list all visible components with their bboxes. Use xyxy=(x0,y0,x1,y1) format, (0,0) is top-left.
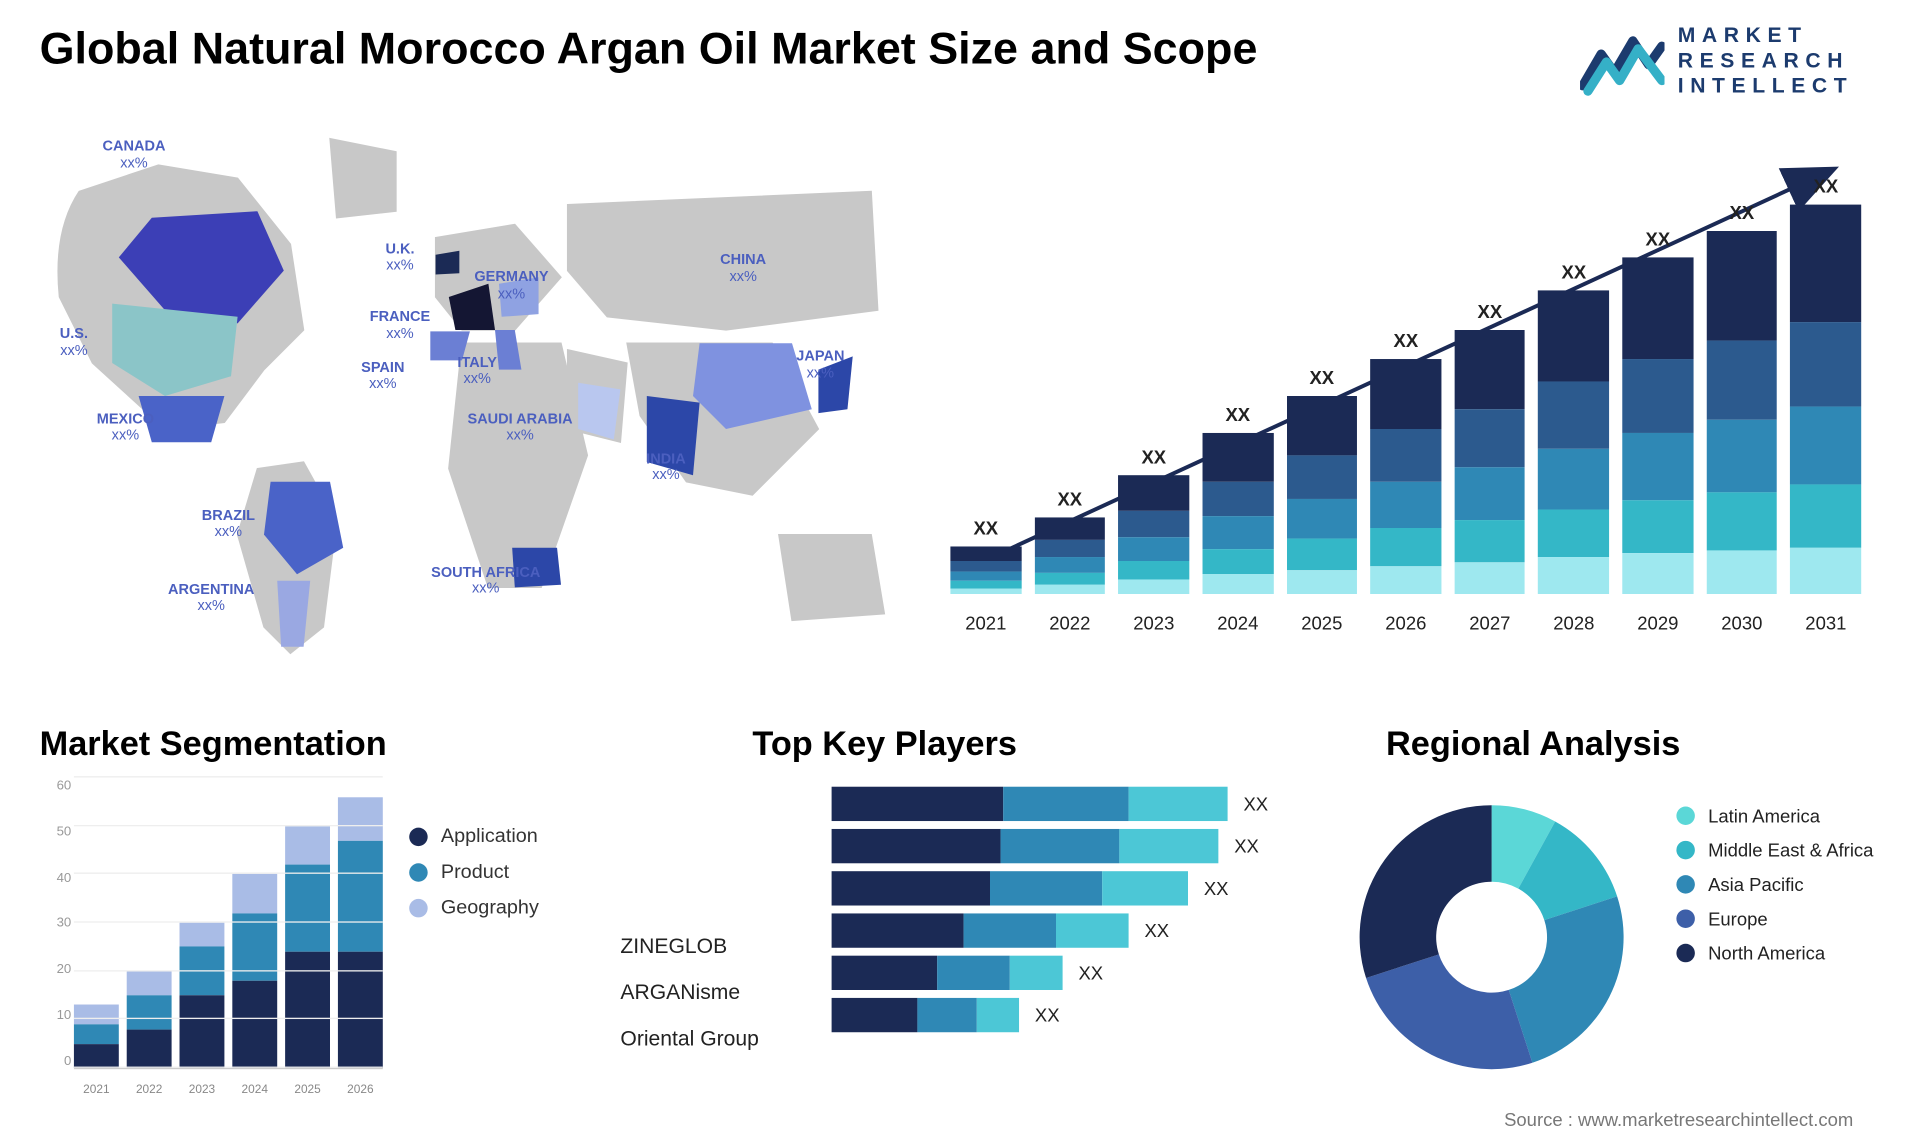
key-player-name: Oriental Group xyxy=(620,1017,759,1063)
map-country-label: MEXICOxx% xyxy=(97,411,154,444)
segmentation-legend-item: Application xyxy=(409,825,539,847)
logo-mark-icon xyxy=(1580,27,1664,96)
key-player-bar: XX xyxy=(832,829,1307,863)
regional-legend-item: Middle East & Africa xyxy=(1676,840,1873,861)
growth-bars: XXXXXXXXXXXXXXXXXXXXXX xyxy=(950,185,1861,594)
growth-bar: XX xyxy=(1790,205,1861,594)
segmentation-y-axis: 6050403020100 xyxy=(40,779,72,1069)
map-country-label: JAPANxx% xyxy=(796,349,844,382)
growth-year-label: 2031 xyxy=(1790,612,1861,633)
map-country-label: SAUDI ARABIAxx% xyxy=(468,411,573,444)
growth-year-label: 2023 xyxy=(1118,612,1189,633)
donut-slice xyxy=(1366,954,1532,1069)
growth-bar: XX xyxy=(1202,433,1273,594)
growth-bar: XX xyxy=(1454,330,1525,594)
segmentation-x-axis: 202120222023202420252026 xyxy=(74,1082,383,1095)
growth-year-label: 2025 xyxy=(1286,612,1357,633)
map-country-label: U.S.xx% xyxy=(60,326,88,359)
key-players-names: ZINEGLOBARGANismeOriental Group xyxy=(620,924,759,1063)
map-country-label: INDIAxx% xyxy=(646,451,686,484)
segmentation-legend: Application Product Geography xyxy=(409,812,539,932)
growth-year-label: 2021 xyxy=(950,612,1021,633)
key-player-name: ZINEGLOB xyxy=(620,924,759,970)
donut-slice xyxy=(1360,805,1492,978)
map-country-label: BRAZILxx% xyxy=(202,508,255,541)
map-country-label: SPAINxx% xyxy=(361,360,404,393)
growth-bar: XX xyxy=(1370,359,1441,594)
regional-legend-item: North America xyxy=(1676,942,1873,963)
segmentation-bar xyxy=(74,1005,119,1068)
growth-year-label: 2022 xyxy=(1034,612,1105,633)
segmentation-heading: Market Segmentation xyxy=(40,723,387,764)
regional-legend-item: Asia Pacific xyxy=(1676,874,1873,895)
source-caption: Source : www.marketresearchintellect.com xyxy=(1504,1109,1853,1130)
regional-legend-item: Latin America xyxy=(1676,805,1873,826)
map-country-label: ARGENTINAxx% xyxy=(168,581,254,614)
segmentation-bars xyxy=(74,779,383,1069)
regional-heading: Regional Analysis xyxy=(1386,723,1680,764)
segmentation-bar xyxy=(338,797,383,1068)
regional-legend-item: Europe xyxy=(1676,908,1873,929)
growth-bar: XX xyxy=(1538,290,1609,594)
growth-bar: XX xyxy=(1286,396,1357,594)
growth-bar: XX xyxy=(1622,257,1693,594)
growth-bar: XX xyxy=(1706,231,1777,594)
map-country-label: CANADAxx% xyxy=(103,139,166,172)
donut-icon xyxy=(1333,779,1650,1096)
logo-text: MARKET RESEARCH INTELLECT xyxy=(1678,24,1854,100)
key-player-name: ARGANisme xyxy=(620,970,759,1016)
map-country-label: FRANCExx% xyxy=(370,309,431,342)
segmentation-bar xyxy=(285,826,330,1068)
growth-bar: XX xyxy=(1034,517,1105,594)
key-player-bar: XX xyxy=(832,787,1307,821)
donut-slice xyxy=(1509,896,1624,1062)
map-country-label: SOUTH AFRICAxx% xyxy=(431,564,540,597)
segmentation-chart: 6050403020100 202120222023202420252026 xyxy=(40,779,383,1096)
map-country-label: ITALYxx% xyxy=(457,354,497,387)
segmentation-legend-item: Product xyxy=(409,861,539,883)
growth-year-label: 2030 xyxy=(1706,612,1777,633)
segmentation-bar xyxy=(180,923,225,1068)
growth-year-label: 2026 xyxy=(1370,612,1441,633)
key-player-bar: XX xyxy=(832,998,1307,1032)
growth-bar: XX xyxy=(950,546,1021,594)
regional-donut-chart xyxy=(1333,779,1650,1096)
growth-bar: XX xyxy=(1118,475,1189,594)
world-map: CANADAxx% U.S.xx% MEXICOxx% BRAZILxx% ARGENT… xyxy=(40,99,898,667)
growth-year-label: 2029 xyxy=(1622,612,1693,633)
key-players-heading: Top Key Players xyxy=(752,723,1017,764)
page-title: Global Natural Morocco Argan Oil Market … xyxy=(40,24,1258,75)
growth-chart: XXXXXXXXXXXXXXXXXXXXXX 20212022202320242… xyxy=(950,132,1861,634)
brand-logo: MARKET RESEARCH INTELLECT xyxy=(1580,24,1853,100)
key-player-bar: XX xyxy=(832,956,1307,990)
segmentation-legend-item: Geography xyxy=(409,896,539,918)
key-player-bar: XX xyxy=(832,871,1307,905)
key-players-chart: XX XX XX XX XX XX xyxy=(832,779,1307,1096)
key-player-bar: XX xyxy=(832,913,1307,947)
growth-year-label: 2027 xyxy=(1454,612,1525,633)
growth-year-label: 2024 xyxy=(1202,612,1273,633)
regional-legend: Latin America Middle East & Africa Asia Pa… xyxy=(1676,792,1873,977)
map-country-label: U.K.xx% xyxy=(385,241,414,274)
growth-x-axis: 2021 2022 2023 2024 2025 2026 2027 2028 2029 2030… xyxy=(950,612,1861,633)
map-country-label: GERMANYxx% xyxy=(474,269,548,302)
map-country-label: CHINAxx% xyxy=(720,252,766,285)
growth-year-label: 2028 xyxy=(1538,612,1609,633)
